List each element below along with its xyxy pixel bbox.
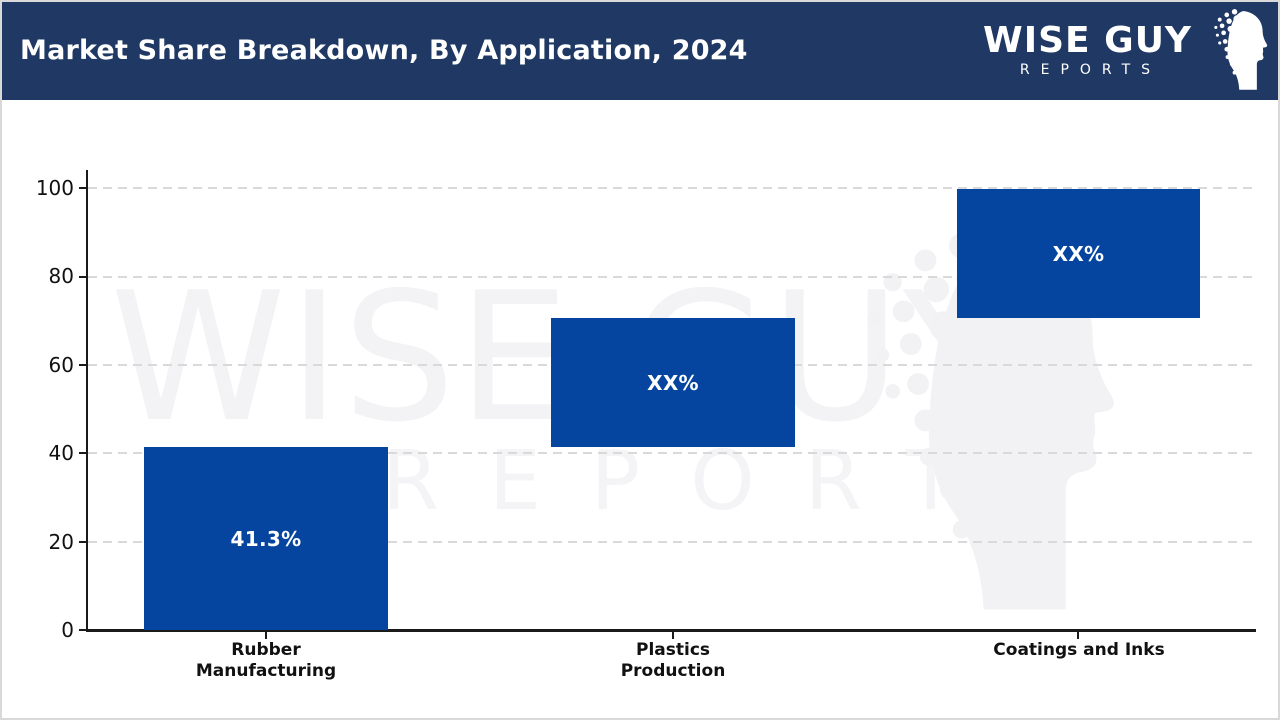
brand-text: WISE GUY REPORTS xyxy=(982,19,1192,78)
y-axis-line xyxy=(86,170,88,632)
y-tick-label: 100 xyxy=(35,176,74,200)
y-tick-0 xyxy=(79,629,87,631)
y-tick-40 xyxy=(79,452,87,454)
page-title: Market Share Breakdown, By Application, … xyxy=(20,34,748,66)
header: Market Share Breakdown, By Application, … xyxy=(2,2,1278,100)
y-tick-20 xyxy=(79,541,87,543)
y-tick-label: 80 xyxy=(48,264,74,288)
x-category-label: Rubber Manufacturing xyxy=(195,640,337,681)
gridline-80 xyxy=(88,276,1255,278)
x-tick-coatings xyxy=(1077,632,1079,639)
y-tick-100 xyxy=(79,187,87,189)
bar-rubber-manufacturing: 41.3% xyxy=(144,447,388,630)
y-tick-label: 40 xyxy=(48,441,74,465)
x-axis-line xyxy=(86,629,1256,632)
bar-coatings-and-inks: XX% xyxy=(957,189,1200,318)
bar-value-label: XX% xyxy=(1052,241,1105,266)
x-category-label: Plastics Production xyxy=(620,640,726,681)
brand-logo: WISE GUY REPORTS xyxy=(983,7,1272,93)
y-tick-label: 0 xyxy=(61,618,74,642)
y-tick-80 xyxy=(79,276,87,278)
bar-plastics-production: XX% xyxy=(551,318,795,447)
y-tick-label: 20 xyxy=(48,530,74,554)
x-category-label: Coatings and Inks xyxy=(993,640,1165,660)
brand-name: WISE GUY xyxy=(982,19,1192,61)
y-tick-label: 60 xyxy=(48,353,74,377)
y-tick-60 xyxy=(79,364,87,366)
gridline-100 xyxy=(88,187,1255,189)
brand-subname: REPORTS xyxy=(1019,61,1162,78)
wise-guy-head-icon xyxy=(1214,9,1268,90)
gridline-20 xyxy=(88,541,1255,543)
x-tick-rubber xyxy=(265,632,267,639)
gridline-40 xyxy=(88,452,1255,454)
bar-value-label: XX% xyxy=(647,370,699,395)
bar-value-label: 41.3% xyxy=(230,526,302,551)
x-tick-plastics xyxy=(672,632,674,639)
